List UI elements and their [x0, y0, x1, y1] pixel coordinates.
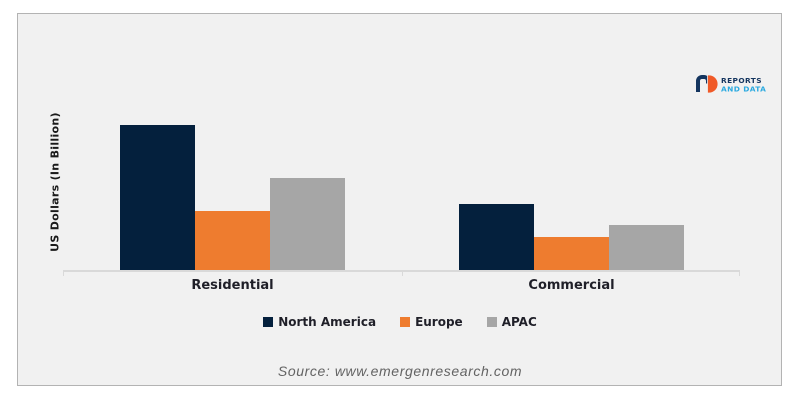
- legend-label: Europe: [415, 315, 463, 329]
- bar-north-america-commercial: [459, 204, 534, 271]
- bar-north-america-residential: [120, 125, 195, 271]
- legend-item-north-america: North America: [263, 315, 376, 329]
- x-axis-line: [63, 270, 740, 272]
- bar-europe-commercial: [534, 237, 609, 271]
- category-label-residential: Residential: [191, 278, 274, 293]
- logo-r-shape: [696, 75, 710, 92]
- europe-swatch-icon: [400, 317, 411, 327]
- legend: North America Europe APAC: [0, 315, 800, 329]
- x-axis-tick: [739, 271, 740, 276]
- bar-apac-residential: [270, 178, 345, 271]
- logo-d-shape: [707, 74, 719, 94]
- category-label-commercial: Commercial: [528, 278, 615, 293]
- bar-apac-commercial: [609, 225, 684, 271]
- legend-item-apac: APAC: [486, 315, 537, 329]
- legend-label: APAC: [501, 315, 537, 329]
- apac-swatch-icon: [486, 317, 497, 327]
- legend-label: North America: [278, 315, 377, 329]
- reports-and-data-logo: REPORTS AND DATA: [694, 74, 766, 98]
- x-axis-tick: [63, 271, 64, 276]
- legend-item-europe: Europe: [400, 315, 463, 329]
- logo-text-reports: REPORTS: [721, 76, 762, 85]
- north-america-swatch-icon: [263, 317, 274, 327]
- source-text: Source: www.emergenresearch.com: [277, 363, 523, 379]
- logo-mark-icon: REPORTS AND DATA: [696, 74, 766, 94]
- logo-text-and-data: AND DATA: [721, 85, 766, 94]
- x-axis-tick: [402, 271, 403, 276]
- bar-europe-residential: [195, 211, 270, 271]
